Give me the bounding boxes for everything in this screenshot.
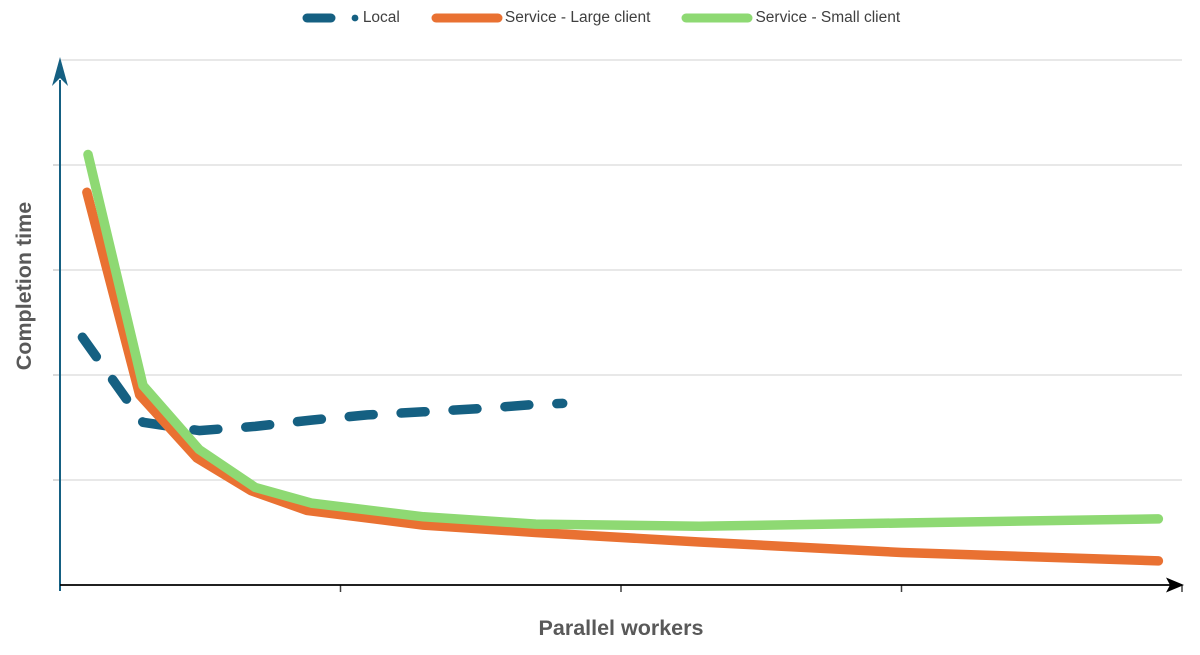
series-line-0 <box>77 332 568 436</box>
y-axis-title: Completion time <box>12 201 36 371</box>
y-axis-arrow-icon <box>52 57 68 86</box>
series-line-2 <box>83 149 1164 531</box>
legend-item-2: Service - Small client <box>680 9 900 27</box>
legend-label: Service - Small client <box>755 9 901 26</box>
legend-swatch-icon <box>681 13 753 23</box>
x-axis-arrow-icon <box>1166 577 1184 593</box>
legend-item-1: Service - Large client <box>430 9 651 27</box>
chart-legend: Local Service - Large client Service - Sma… <box>0 5 1200 31</box>
legend-item-0: Local <box>300 9 400 27</box>
series-line-1 <box>82 187 1164 566</box>
legend-label: Service - Large client <box>504 9 651 26</box>
x-axis-title: Parallel workers <box>538 616 704 640</box>
legend-label: Local <box>362 9 400 26</box>
legend-swatch-icon <box>431 13 503 23</box>
legend-swatch-icon <box>302 13 359 23</box>
